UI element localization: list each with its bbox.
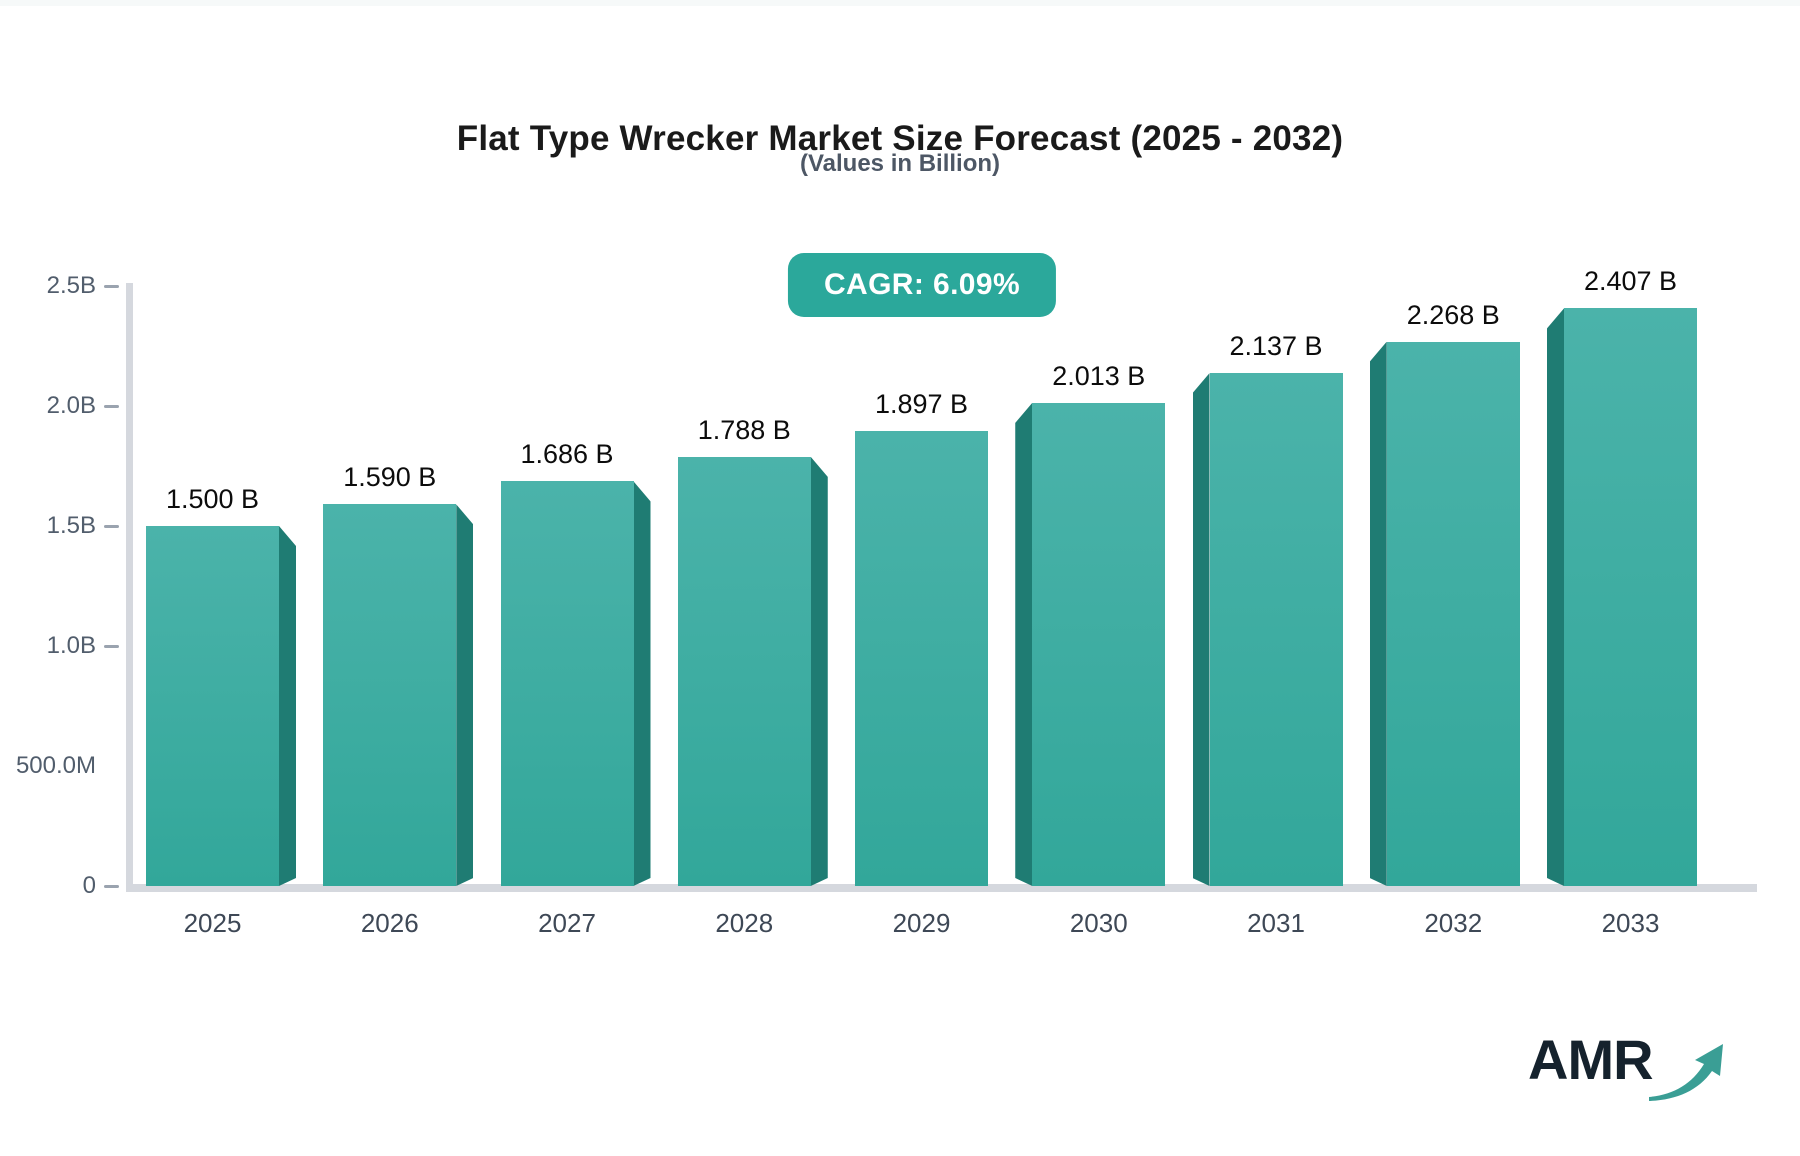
- bar-value-label: 2.137 B: [1229, 331, 1323, 362]
- bar-2025: [146, 526, 279, 886]
- bar-value-label: 2.013 B: [1052, 360, 1146, 391]
- bar-side-face: [1015, 403, 1032, 886]
- y-tick-label: 1.0B: [46, 632, 96, 659]
- chart-subtitle: (Values in Billion): [799, 150, 1001, 177]
- y-tick-mark: [104, 644, 119, 648]
- y-tick-label: 500.0M: [15, 752, 96, 779]
- bar-side-face: [1547, 308, 1564, 886]
- bar-side-face: [279, 526, 296, 886]
- bar-side-face: [1370, 342, 1387, 886]
- bar-2029: [855, 430, 988, 886]
- x-tick-label: 2027: [538, 908, 596, 938]
- bar-value-label: 1.590 B: [343, 462, 437, 493]
- y-tick-label: 1.5B: [46, 512, 96, 539]
- bar-2031: [1209, 373, 1343, 886]
- y-tick-label: 2.5B: [46, 272, 96, 299]
- x-tick-label: 2028: [715, 908, 774, 938]
- bar-value-label: 2.268 B: [1406, 299, 1500, 330]
- cagr-badge-label: CAGR: 6.09%: [823, 268, 1021, 301]
- x-tick-label: 2025: [183, 908, 242, 938]
- bar-2033: [1564, 308, 1697, 886]
- x-tick-label: 2033: [1601, 908, 1660, 938]
- y-tick-mark: [104, 884, 119, 888]
- x-axis-line: [126, 884, 1757, 892]
- y-tick-mark: [104, 284, 119, 288]
- bar-2027: [500, 481, 634, 886]
- bar-side-face: [634, 481, 651, 886]
- chart-title: Flat Type Wrecker Market Size Forecast (…: [456, 119, 1344, 159]
- bar-value-label: 1.500 B: [165, 484, 260, 514]
- y-tick-mark: [104, 524, 119, 528]
- cagr-badge: CAGR: 6.09%: [787, 253, 1057, 317]
- amr-logo-text: AMR: [1528, 1028, 1654, 1091]
- y-tick-label: 0: [82, 872, 96, 899]
- bar-side-face: [811, 457, 828, 886]
- bar-2032: [1386, 341, 1520, 886]
- x-tick-label: 2032: [1424, 908, 1483, 938]
- bar-value-label: 1.686 B: [520, 439, 614, 470]
- top-border: [0, 0, 1800, 6]
- bar-value-label: 1.788 B: [697, 414, 791, 445]
- bar-2030: [1032, 402, 1166, 886]
- bar-2028: [677, 456, 811, 886]
- x-tick-label: 2029: [892, 908, 951, 938]
- y-tick-mark: [104, 404, 119, 408]
- amr-logo: AMR: [1528, 1032, 1727, 1104]
- growth-arrow-icon: [1648, 1044, 1723, 1101]
- bar-value-label: 2.407 B: [1583, 266, 1678, 297]
- bar-value-label: 1.897 B: [874, 388, 969, 419]
- x-tick-label: 2030: [1069, 908, 1128, 938]
- y-tick-label: 2.0B: [46, 392, 96, 419]
- x-tick-label: 2031: [1247, 908, 1305, 938]
- y-axis-line: [126, 283, 133, 892]
- bar-side-face: [1193, 373, 1210, 886]
- bar-side-face: [456, 504, 473, 886]
- x-tick-label: 2026: [360, 908, 419, 938]
- bar-2026: [323, 504, 457, 886]
